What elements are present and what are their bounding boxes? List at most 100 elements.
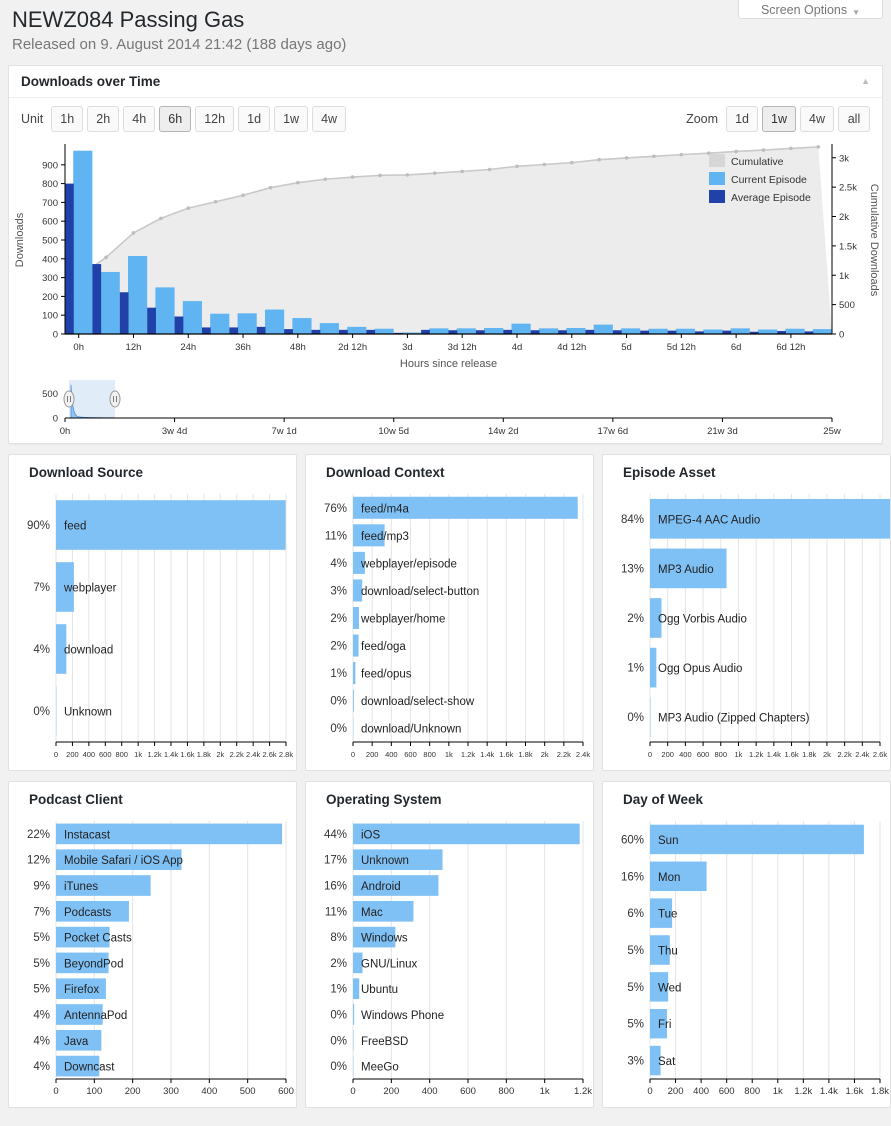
svg-text:44%: 44%: [324, 828, 347, 840]
svg-text:600: 600: [99, 750, 112, 759]
download-context-chart[interactable]: 76% feed/m4a 11% feed/mp3 4% webplayer/episod…: [306, 480, 593, 770]
operating-system-chart[interactable]: 44% iOS 17% Unknown 16% Android 11% Mac 8% Window…: [306, 807, 593, 1107]
svg-text:10w 5d: 10w 5d: [378, 426, 409, 437]
svg-text:3k: 3k: [839, 153, 849, 164]
svg-text:download/Unknown: download/Unknown: [361, 723, 461, 735]
svg-text:5d: 5d: [621, 342, 632, 353]
svg-text:1k: 1k: [773, 1086, 783, 1097]
svg-text:1k: 1k: [445, 750, 453, 759]
svg-text:1.2k: 1.2k: [461, 750, 475, 759]
svg-text:download/select-button: download/select-button: [361, 586, 479, 598]
svg-text:400: 400: [83, 750, 96, 759]
episode-asset-chart[interactable]: 84% MPEG-4 AAC Audio 13% MP3 Audio 2% Ogg Vor…: [603, 480, 890, 770]
svg-text:9%: 9%: [33, 880, 50, 892]
svg-text:0: 0: [53, 329, 58, 340]
svg-text:600: 600: [42, 216, 58, 227]
navigator-area[interactable]: 0 500 0h 3w 4d 7w 1d 10w 5d 14w 2d 17w 6d 21w 3d…: [9, 378, 882, 443]
podcast-client-panel: Podcast Client 22% Instacast 12% Mobile Saf…: [8, 780, 297, 1108]
svg-text:0: 0: [839, 329, 844, 340]
svg-text:6d 12h: 6d 12h: [776, 342, 805, 353]
svg-text:0h: 0h: [60, 426, 71, 437]
svg-text:700: 700: [42, 197, 58, 208]
svg-text:1%: 1%: [627, 662, 644, 674]
svg-text:Android: Android: [361, 881, 401, 893]
download-source-chart[interactable]: 90% feed 7% webplayer 4% download 0% Unknown 0 20…: [9, 480, 296, 770]
svg-text:6d: 6d: [731, 342, 742, 353]
svg-text:36h: 36h: [235, 342, 251, 353]
day-of-week-chart[interactable]: 60% Sun 16% Mon 6% Tue 5% Thu 5% Wed 5% Fri 3% Sat 0 20…: [603, 807, 890, 1107]
svg-text:0: 0: [351, 750, 355, 759]
svg-text:11%: 11%: [325, 906, 347, 918]
svg-text:4%: 4%: [33, 1009, 50, 1021]
collapse-toggle-icon[interactable]: ▲: [861, 76, 870, 87]
svg-text:1.2k: 1.2k: [749, 750, 763, 759]
svg-text:2k: 2k: [839, 212, 849, 223]
svg-text:0: 0: [647, 1086, 652, 1097]
unit-button-4h[interactable]: 4h: [123, 105, 156, 132]
svg-text:feed/mp3: feed/mp3: [361, 530, 409, 542]
svg-text:1.6k: 1.6k: [784, 750, 798, 759]
zoom-button-1d[interactable]: 1d: [726, 105, 759, 132]
unit-button-1h[interactable]: 1h: [51, 105, 84, 132]
svg-text:2.4k: 2.4k: [246, 750, 260, 759]
downloads-over-time-panel: Downloads over Time ▲ Unit 1h 2h 4h 6h 12h 1d…: [8, 64, 883, 444]
svg-text:0: 0: [648, 750, 652, 759]
svg-text:webplayer: webplayer: [63, 582, 117, 594]
svg-text:download: download: [64, 644, 113, 656]
podcast-client-title: Podcast Client: [29, 791, 123, 807]
download-source-panel: Download Source 90% feed 7% webplayer 4% down…: [8, 453, 297, 771]
svg-text:2.4k: 2.4k: [576, 750, 590, 759]
svg-text:800: 800: [423, 750, 436, 759]
svg-text:48h: 48h: [290, 342, 306, 353]
svg-text:0%: 0%: [33, 706, 50, 718]
svg-text:MeeGo: MeeGo: [361, 1061, 399, 1073]
svg-text:1k: 1k: [735, 750, 743, 759]
download-context-panel: Download Context 76% feed/m4a 11% feed/mp3 4…: [305, 453, 594, 771]
downloads-over-time-chart[interactable]: 0 100 200 300 400 500 600 700 800 900 0 500 1k 1.5k 2k…: [9, 138, 882, 378]
svg-text:1.2k: 1.2k: [574, 1086, 592, 1097]
svg-text:MPEG-4 AAC Audio: MPEG-4 AAC Audio: [658, 514, 760, 526]
podcast-client-chart[interactable]: 22% Instacast 12% Mobile Safari / iOS App 9%…: [9, 807, 296, 1107]
svg-text:Firefox: Firefox: [64, 984, 99, 996]
svg-text:Downcast: Downcast: [64, 1061, 115, 1073]
stats-row-2: Podcast Client 22% Instacast 12% Mobile Saf…: [8, 780, 891, 1108]
svg-text:2.8k: 2.8k: [279, 750, 293, 759]
svg-text:Cumulative Downloads: Cumulative Downloads: [868, 183, 880, 296]
svg-text:5d 12h: 5d 12h: [667, 342, 696, 353]
svg-text:800: 800: [498, 1086, 514, 1097]
svg-text:Mac: Mac: [361, 906, 383, 918]
svg-text:5%: 5%: [627, 1018, 644, 1030]
svg-text:1%: 1%: [330, 983, 347, 995]
unit-button-6h[interactable]: 6h: [159, 105, 192, 132]
svg-text:Windows Phone: Windows Phone: [361, 1010, 444, 1022]
main-chart-area[interactable]: 0 100 200 300 400 500 600 700 800 900 0 500 1k 1.5k 2k…: [9, 138, 882, 378]
unit-button-4w[interactable]: 4w: [312, 105, 347, 132]
unit-button-2h[interactable]: 2h: [87, 105, 120, 132]
unit-button-1w[interactable]: 1w: [274, 105, 309, 132]
svg-text:Cumulative: Cumulative: [731, 156, 784, 168]
zoom-button-all[interactable]: all: [838, 105, 870, 132]
svg-text:Thu: Thu: [658, 945, 678, 957]
svg-text:iOS: iOS: [361, 829, 381, 841]
svg-text:Ubuntu: Ubuntu: [361, 984, 398, 996]
svg-text:2k: 2k: [216, 750, 224, 759]
svg-text:14w 2d: 14w 2d: [488, 426, 519, 437]
unit-button-12h[interactable]: 12h: [195, 105, 235, 132]
svg-text:13%: 13%: [621, 563, 644, 575]
svg-text:200: 200: [66, 750, 79, 759]
screen-options-button[interactable]: Screen Options ▼: [738, 0, 883, 19]
svg-text:0%: 0%: [330, 1035, 347, 1047]
svg-text:MP3 Audio: MP3 Audio: [658, 563, 714, 575]
svg-text:AntennaPod: AntennaPod: [64, 1010, 127, 1022]
svg-text:0%: 0%: [330, 695, 347, 707]
zoom-button-1w[interactable]: 1w: [762, 105, 797, 132]
zoom-button-4w[interactable]: 4w: [800, 105, 834, 132]
svg-text:11%: 11%: [325, 530, 347, 542]
svg-text:2.5k: 2.5k: [839, 182, 857, 193]
navigator-chart[interactable]: 0 500 0h 3w 4d 7w 1d 10w 5d 14w 2d 17w 6d 21w 3d…: [9, 378, 882, 443]
svg-text:Sat: Sat: [658, 1056, 676, 1068]
svg-text:2d 12h: 2d 12h: [338, 342, 367, 353]
unit-button-1d[interactable]: 1d: [238, 105, 271, 132]
svg-text:17%: 17%: [324, 854, 347, 866]
svg-text:1.6k: 1.6k: [180, 750, 194, 759]
